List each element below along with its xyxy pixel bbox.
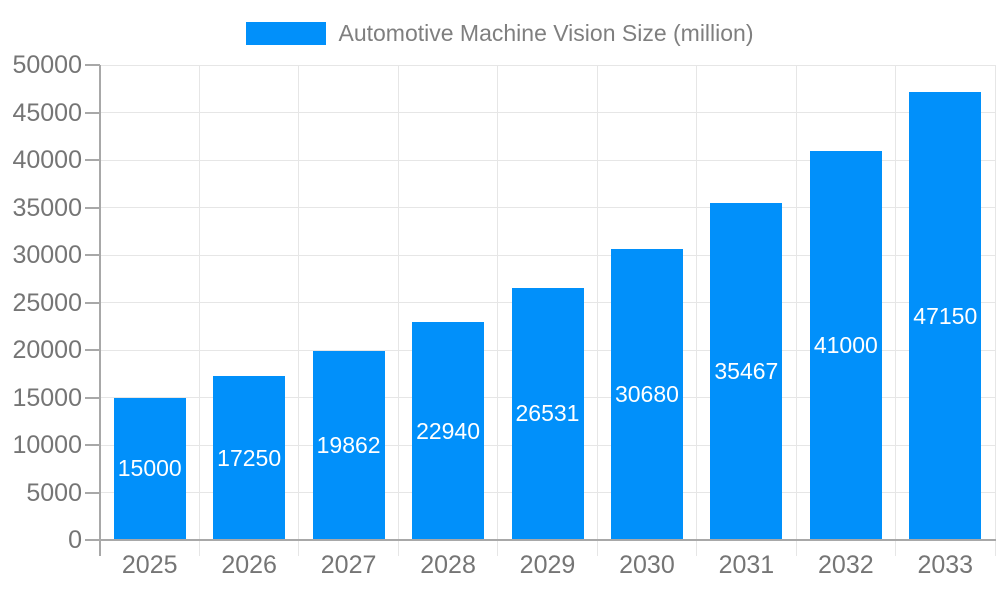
y-axis-tick bbox=[85, 491, 100, 494]
bar-value-label: 26531 bbox=[515, 400, 580, 427]
bar-value-label: 30680 bbox=[614, 380, 679, 407]
y-axis-tick bbox=[85, 301, 100, 304]
y-axis-tick-label: 40000 bbox=[12, 146, 82, 174]
bar-value-label: 19862 bbox=[316, 432, 381, 459]
gridline-horizontal bbox=[100, 207, 995, 208]
x-axis-tick-label: 2030 bbox=[619, 551, 675, 579]
y-axis-tick-label: 20000 bbox=[12, 336, 82, 364]
y-axis-tick-label: 30000 bbox=[12, 241, 82, 269]
x-axis-tick-label: 2031 bbox=[718, 551, 775, 579]
x-axis-tick-label: 2028 bbox=[420, 551, 476, 579]
y-axis-tick bbox=[85, 396, 100, 399]
gridline-horizontal bbox=[100, 254, 995, 256]
bar-value-label: 41000 bbox=[813, 331, 878, 358]
y-axis-tick bbox=[85, 539, 100, 541]
x-axis-tick-label: 2027 bbox=[320, 551, 377, 579]
x-axis-tick-label: 2029 bbox=[519, 551, 576, 579]
y-axis-tick-label: 50000 bbox=[12, 51, 82, 79]
gridline-vertical bbox=[696, 65, 698, 556]
gridline-vertical bbox=[596, 65, 598, 556]
bar-2025: 15000 bbox=[113, 397, 186, 540]
x-axis-tick-label: 2033 bbox=[917, 551, 974, 579]
y-axis-tick bbox=[85, 64, 100, 66]
bar-2032: 41000 bbox=[809, 150, 882, 540]
gridline-vertical bbox=[397, 65, 399, 556]
y-axis-tick bbox=[85, 206, 100, 209]
bar-value-label: 22940 bbox=[416, 417, 481, 444]
y-axis-tick-label: 15000 bbox=[12, 383, 82, 412]
legend: Automotive Machine Vision Size (million) bbox=[0, 18, 1000, 48]
bar-2027: 19862 bbox=[312, 351, 385, 540]
y-axis-tick-label: 0 bbox=[68, 526, 82, 554]
y-axis-tick-label: 10000 bbox=[12, 431, 82, 459]
bar-2026: 17250 bbox=[213, 376, 286, 540]
bar-2029: 26531 bbox=[511, 287, 584, 540]
legend-swatch bbox=[246, 21, 327, 45]
y-axis-tick-label: 25000 bbox=[12, 288, 82, 317]
y-axis-tick bbox=[85, 254, 100, 256]
gridline-horizontal bbox=[100, 112, 995, 113]
x-axis-tick-label: 2026 bbox=[221, 551, 277, 579]
gridline-vertical bbox=[795, 65, 797, 556]
gridline-vertical bbox=[198, 65, 200, 556]
legend-label: Automotive Machine Vision Size (million) bbox=[338, 20, 754, 46]
gridline-vertical bbox=[994, 65, 996, 556]
y-axis-tick-label: 45000 bbox=[12, 98, 82, 127]
y-axis-line bbox=[99, 65, 101, 556]
bar-2031: 35467 bbox=[710, 203, 783, 540]
gridline-horizontal bbox=[100, 64, 995, 66]
gridline-vertical bbox=[895, 65, 897, 556]
y-axis-tick bbox=[85, 349, 100, 351]
gridline-vertical bbox=[497, 65, 499, 556]
x-axis-tick-label: 2032 bbox=[818, 551, 874, 579]
bar-2028: 22940 bbox=[412, 322, 485, 540]
bar-value-label: 35467 bbox=[714, 358, 779, 385]
x-axis-tick-label: 2025 bbox=[121, 551, 178, 579]
y-axis-tick-label: 5000 bbox=[26, 478, 82, 507]
bar-value-label: 15000 bbox=[117, 455, 182, 482]
gridline-vertical bbox=[298, 65, 300, 556]
bar-value-label: 17250 bbox=[217, 444, 282, 471]
x-axis-line bbox=[99, 539, 996, 541]
y-axis-tick-label: 35000 bbox=[12, 193, 82, 222]
y-axis-tick bbox=[85, 111, 100, 114]
y-axis-tick bbox=[85, 159, 100, 161]
bar-2033: 47150 bbox=[909, 92, 982, 540]
bar-2030: 30680 bbox=[610, 248, 683, 540]
bar-value-label: 47150 bbox=[913, 302, 978, 329]
gridline-horizontal bbox=[100, 159, 995, 161]
y-axis-tick bbox=[85, 444, 100, 446]
